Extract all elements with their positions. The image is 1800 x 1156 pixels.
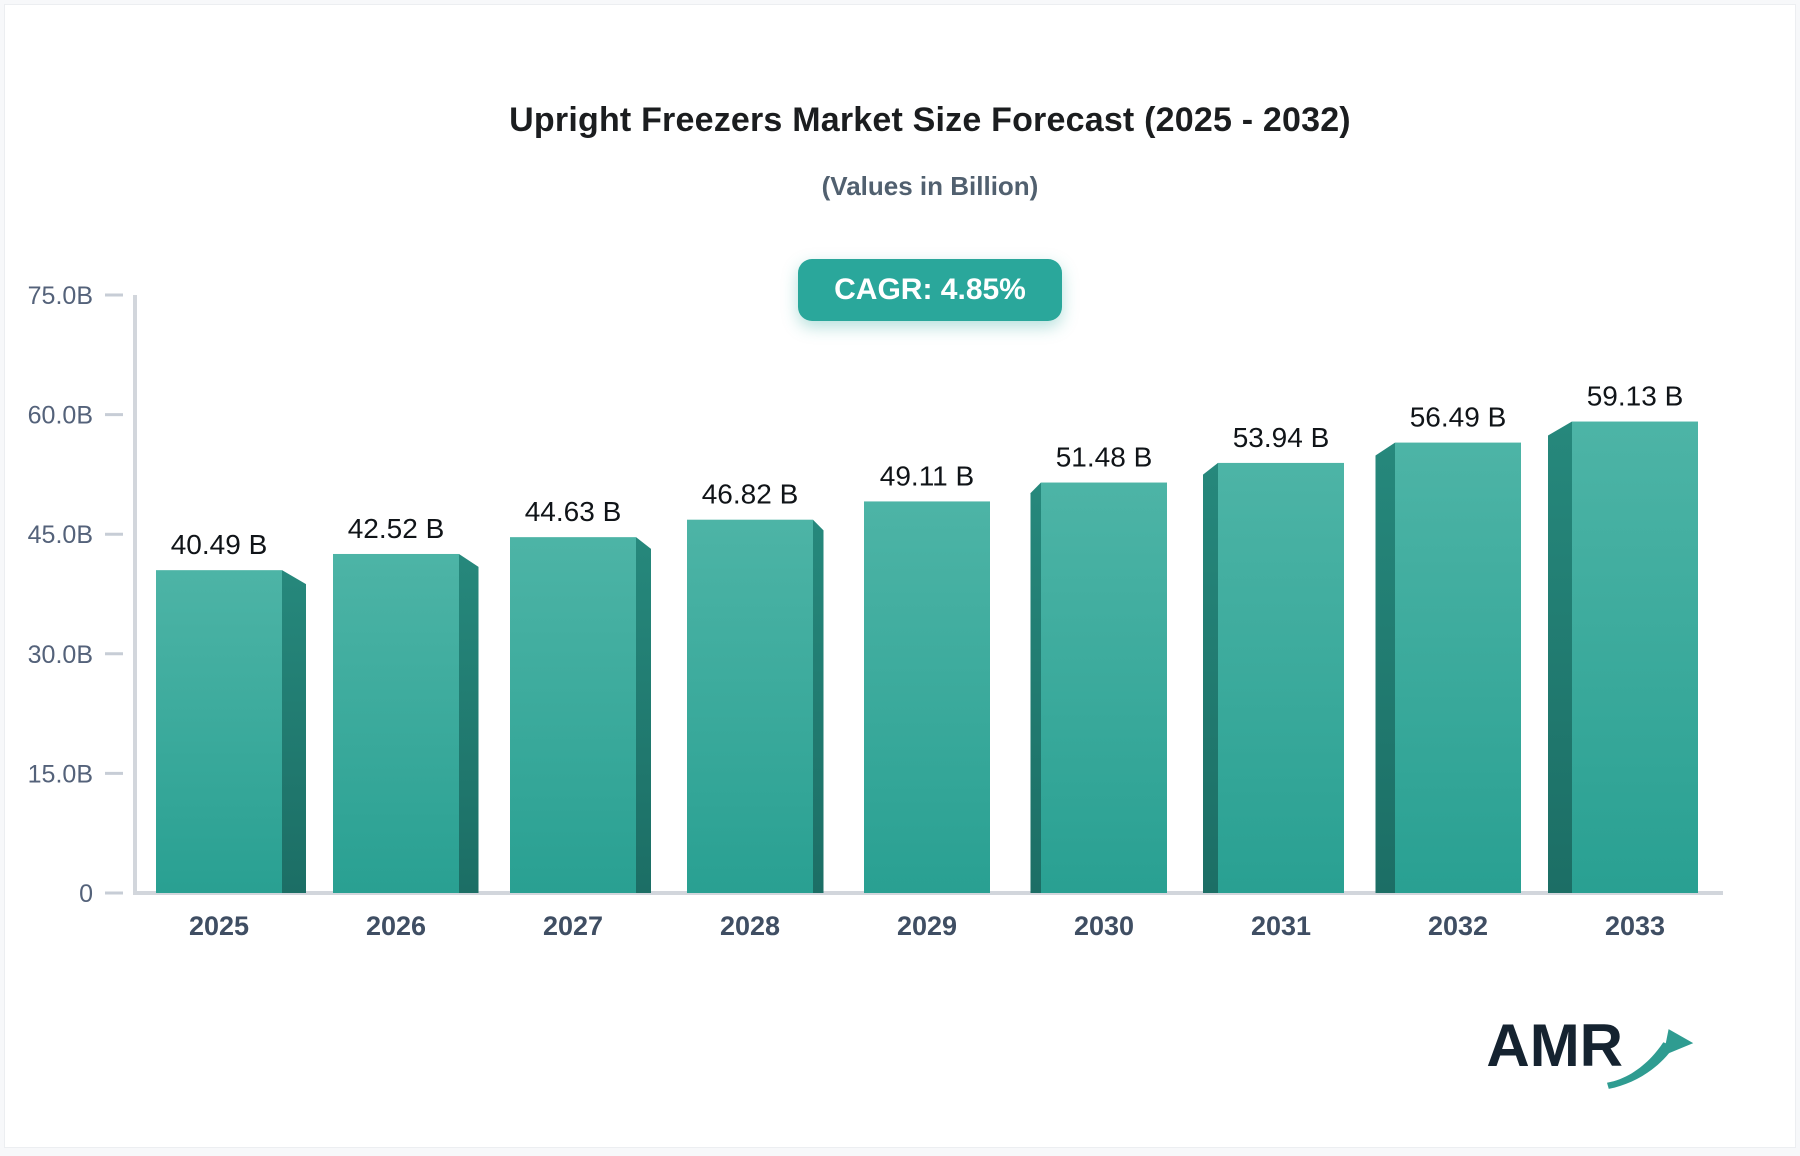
x-axis-label: 2032 <box>1428 911 1488 941</box>
bar-side-face <box>459 553 479 893</box>
bar-group-2028: 46.82 B 2028 <box>687 479 824 941</box>
bar-group-2031: 53.94 B 2031 <box>1203 422 1344 941</box>
bar[interactable] <box>687 519 813 893</box>
bar-side-face <box>636 537 651 893</box>
bar-chart: 75.0B 60.0B 45.0B 30.0B 15.0B 0 40.49 B 2025 42.… <box>28 282 1723 941</box>
bar-group-2027: 44.63 B 2027 <box>510 496 651 941</box>
bar[interactable] <box>1395 442 1521 893</box>
bar-side-face <box>1548 421 1572 893</box>
y-axis-label: 15.0B <box>28 760 93 788</box>
bar-group-2030: 51.48 B 2030 <box>1030 442 1167 941</box>
bar[interactable] <box>333 553 459 893</box>
bar-group-2026: 42.52 B 2026 <box>333 513 479 941</box>
bar-value-label: 51.48 B <box>1056 442 1153 473</box>
x-axis-label: 2028 <box>720 911 780 941</box>
bar-value-label: 53.94 B <box>1233 422 1330 453</box>
bar-value-label: 44.63 B <box>525 496 622 527</box>
x-axis-label: 2029 <box>897 911 957 941</box>
cagr-badge-row: CAGR: 4.85% <box>55 259 1800 321</box>
bar-value-label: 56.49 B <box>1410 402 1507 433</box>
y-axis-label: 60.0B <box>28 402 93 430</box>
bar-side-face <box>813 519 824 893</box>
bar[interactable] <box>1041 482 1167 893</box>
bar-side-face <box>1375 442 1395 893</box>
bar-side-face <box>282 570 306 893</box>
bar[interactable] <box>1218 462 1344 893</box>
amr-logo-text: AMR <box>1486 1012 1623 1079</box>
bar-side-face <box>1203 462 1218 893</box>
bar[interactable] <box>156 570 282 893</box>
chart-card: Upright Freezers Market Size Forecast (2… <box>4 4 1796 1148</box>
bar-side-face <box>1030 482 1041 893</box>
x-axis-label: 2033 <box>1605 911 1665 941</box>
bar-value-label: 46.82 B <box>702 479 799 510</box>
bar-value-label: 40.49 B <box>171 529 268 560</box>
amr-logo: AMR <box>1486 1013 1695 1091</box>
x-axis-label: 2027 <box>543 911 603 941</box>
x-axis-label: 2030 <box>1074 911 1134 941</box>
bar[interactable] <box>1572 421 1698 893</box>
bar-group-2029: 49.11 B 2029 <box>864 460 990 941</box>
bar[interactable] <box>510 537 636 893</box>
y-axis-line <box>133 295 137 893</box>
bar-group-2033: 59.13 B 2033 <box>1548 381 1698 941</box>
bar-value-label: 59.13 B <box>1587 381 1684 412</box>
x-axis-label: 2025 <box>189 911 249 941</box>
x-axis-label: 2026 <box>366 911 426 941</box>
chart-title: Upright Freezers Market Size Forecast (2… <box>509 101 1351 139</box>
logo-arrow-icon <box>1607 1029 1694 1089</box>
y-axis-label: 45.0B <box>28 521 93 549</box>
y-axis-label: 75.0B <box>28 282 93 310</box>
bar[interactable] <box>864 501 990 893</box>
x-axis-label: 2031 <box>1251 911 1311 941</box>
bar-value-label: 49.11 B <box>880 460 974 491</box>
chart-subtitle: (Values in Billion) <box>821 171 1039 201</box>
y-axis-label: 30.0B <box>28 641 93 669</box>
cagr-badge: CAGR: 4.85% <box>798 259 1062 321</box>
y-axis-label: 0 <box>79 880 93 908</box>
bar-value-label: 42.52 B <box>348 513 445 544</box>
bar-group-2025: 40.49 B 2025 <box>156 529 306 941</box>
bar-group-2032: 56.49 B 2032 <box>1375 402 1521 941</box>
